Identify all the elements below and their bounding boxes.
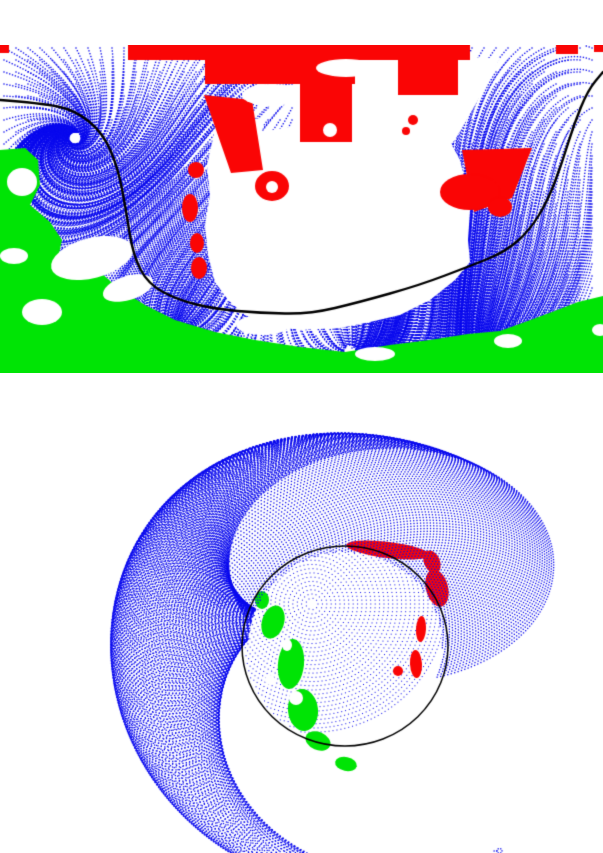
unrolled-basin-map-panel <box>0 45 603 373</box>
torus-canvas <box>0 395 603 853</box>
map-canvas <box>0 45 603 373</box>
torus-3d-panel <box>0 395 603 853</box>
